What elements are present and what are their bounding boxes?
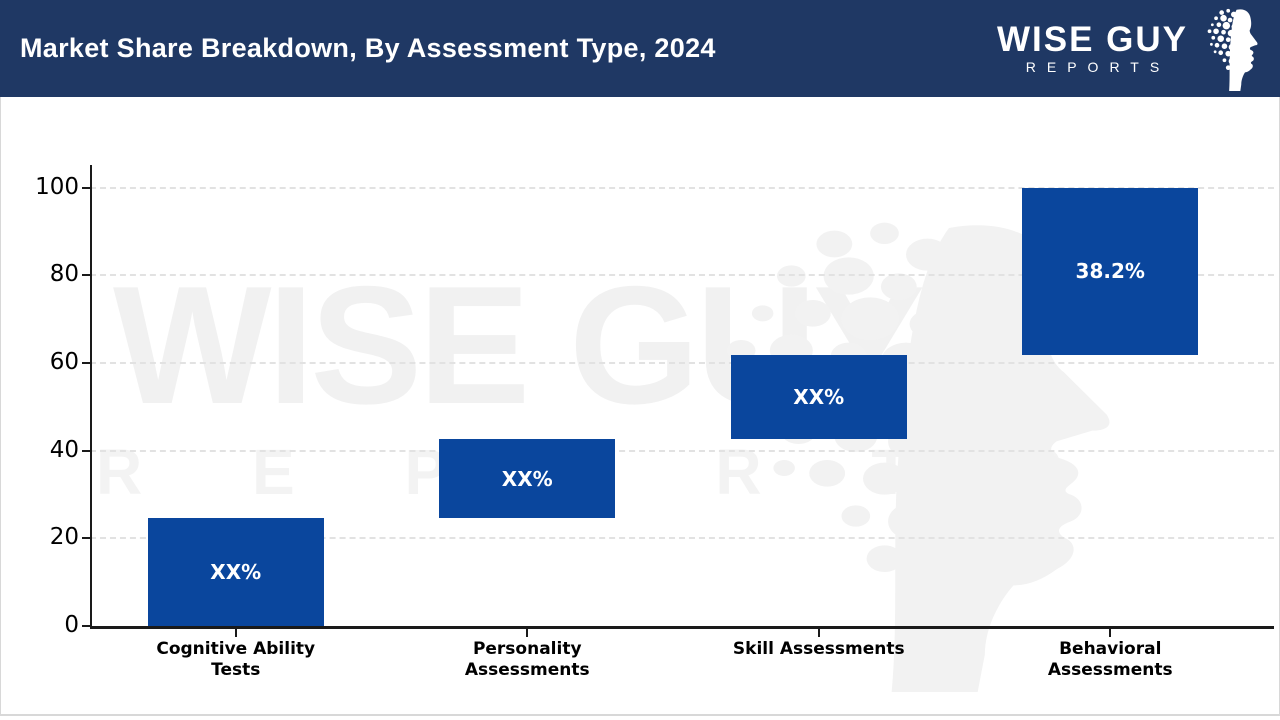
y-tick-mark-0 — [82, 625, 90, 627]
category-label-3: Skill Assessments — [732, 639, 905, 659]
bar-segment-3[interactable]: XX% — [730, 355, 907, 440]
x-tick-mark-3 — [817, 629, 820, 637]
y-tick-label-0: 0 — [64, 612, 79, 638]
x-axis-line — [90, 626, 1274, 629]
gridline-y-100 — [90, 186, 1274, 189]
category-label-2: Personality Assessments — [464, 639, 590, 681]
y-axis-line — [90, 165, 92, 628]
bar-value-label-1: XX% — [210, 560, 262, 585]
y-tick-mark-40 — [82, 449, 90, 452]
brand-subname: REPORTS — [1025, 58, 1171, 75]
y-tick-label-60: 60 — [49, 348, 79, 375]
header-bar: Market Share Breakdown, By Assessment Ty… — [0, 0, 1280, 97]
y-tick-label-100: 100 — [35, 173, 79, 200]
x-tick-mark-2 — [526, 629, 529, 637]
y-tick-mark-100 — [82, 186, 90, 189]
bar-segment-1[interactable]: XX% — [147, 518, 324, 626]
y-tick-label-20: 20 — [49, 524, 79, 551]
brand-logo-text: WISE GUY REPORTS — [996, 20, 1188, 75]
brand-name: WISE GUY — [996, 20, 1188, 60]
y-tick-mark-20 — [82, 537, 90, 540]
gridline-y-80 — [90, 274, 1274, 277]
y-tick-label-80: 80 — [49, 261, 79, 288]
y-tick-label-40: 40 — [49, 436, 79, 463]
y-tick-mark-60 — [82, 361, 90, 364]
gridline-y-40 — [90, 449, 1274, 452]
category-label-4: Behavioral Assessments — [1047, 639, 1173, 681]
x-tick-mark-1 — [234, 629, 237, 637]
bar-value-label-4: 38.2% — [1075, 259, 1145, 284]
bar-segment-4[interactable]: 38.2% — [1022, 187, 1199, 355]
y-tick-mark-80 — [82, 274, 90, 277]
page-title: Market Share Breakdown, By Assessment Ty… — [20, 33, 716, 63]
x-tick-mark-4 — [1109, 629, 1112, 637]
gridline-y-60 — [90, 361, 1274, 364]
category-label-1: Cognitive Ability Tests — [156, 639, 316, 681]
brand-logo: WISE GUY REPORTS — [997, 7, 1280, 91]
gridline-y-20 — [90, 537, 1274, 540]
face-profile-dots-icon — [1190, 7, 1272, 91]
bar-value-label-2: XX% — [501, 466, 553, 491]
chart-panel: WISE GUY R E P O R T S 020406080100XX%Co… — [0, 97, 1280, 716]
bar-value-label-3: XX% — [793, 385, 845, 410]
bar-segment-2[interactable]: XX% — [439, 439, 616, 519]
